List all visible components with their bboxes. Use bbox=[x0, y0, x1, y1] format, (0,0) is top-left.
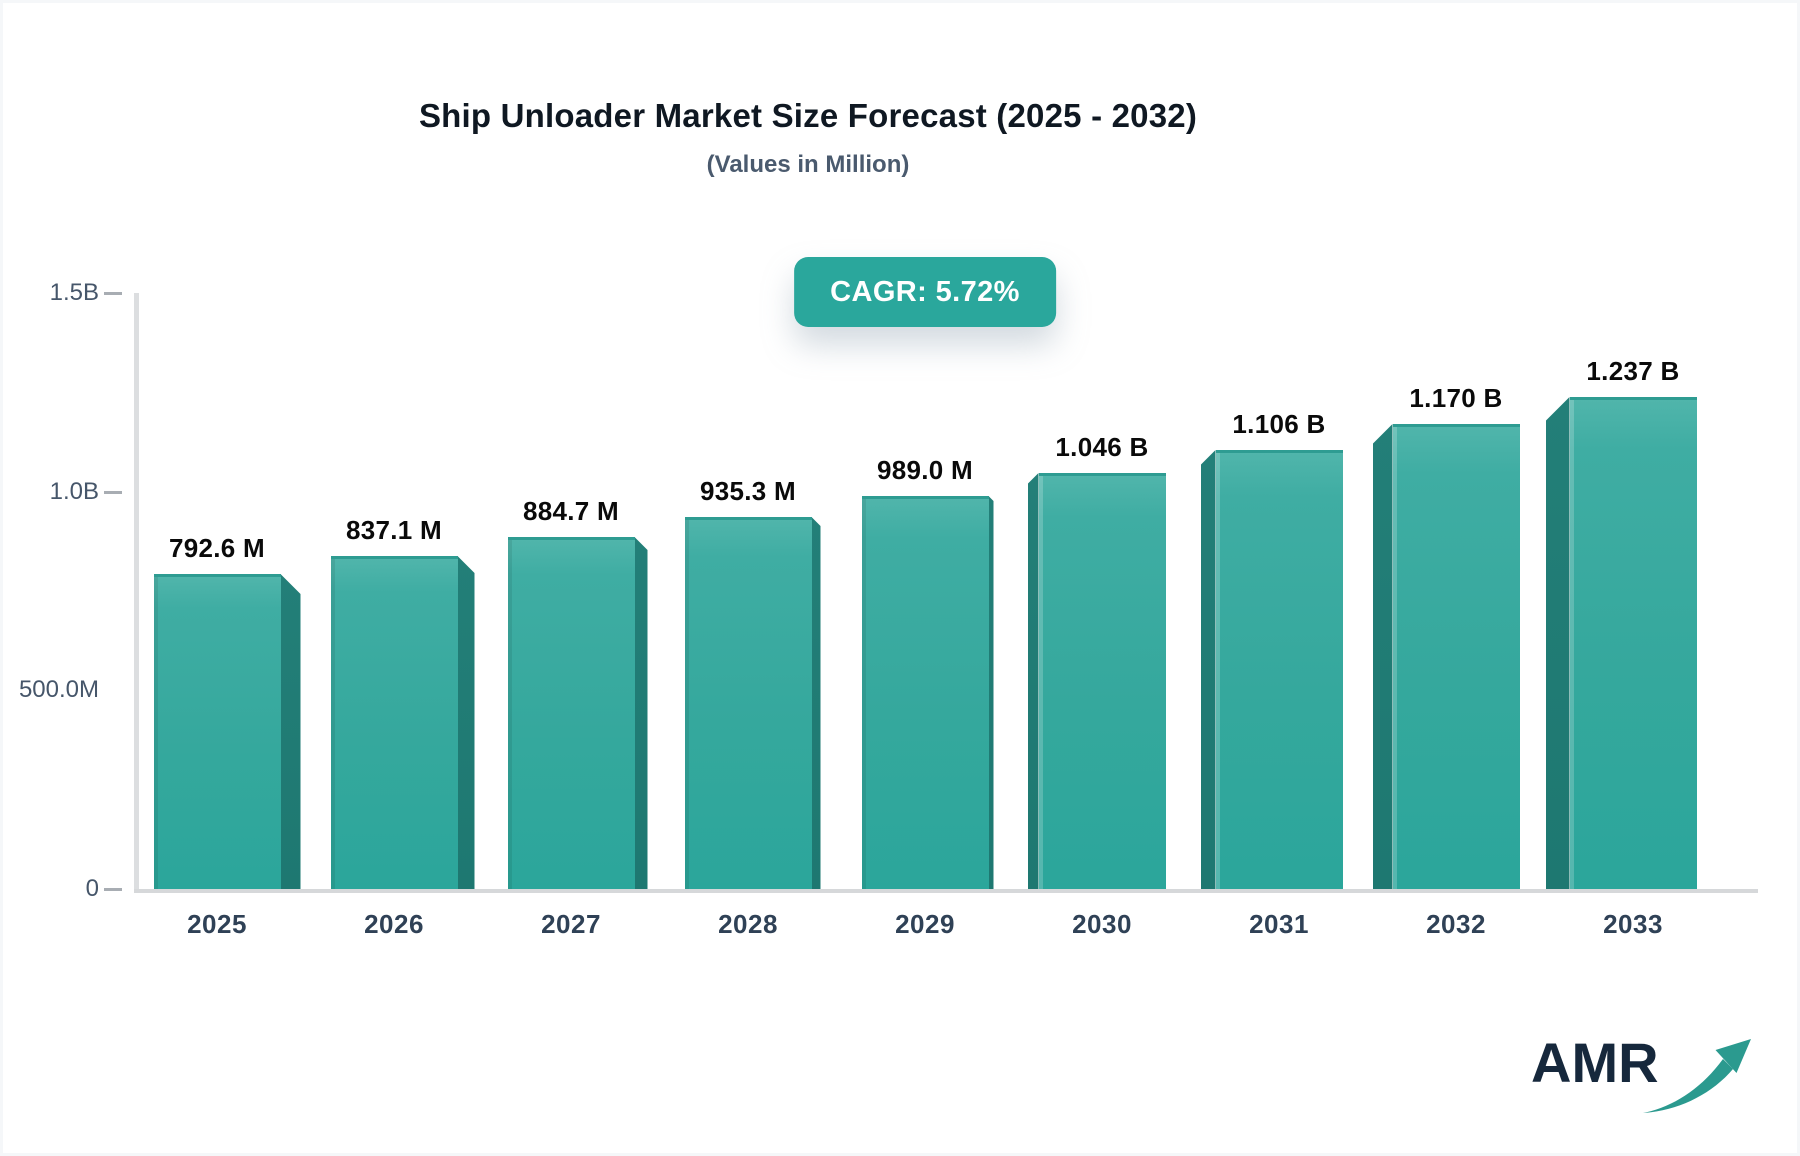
y-axis-tick-mark bbox=[104, 292, 122, 295]
bar-value-label: 1.106 B bbox=[1232, 409, 1326, 439]
bar-value-label: 1.237 B bbox=[1586, 356, 1680, 386]
x-axis-category-label: 2028 bbox=[718, 909, 778, 939]
x-axis-category-label: 2029 bbox=[895, 909, 955, 939]
cagr-badge-label: CAGR: 5.72% bbox=[830, 275, 1020, 308]
x-axis-baseline bbox=[134, 889, 1758, 893]
x-axis-category-label: 2026 bbox=[364, 909, 424, 939]
bar-3d-side bbox=[988, 496, 994, 889]
chart-subtitle: (Values in Million) bbox=[706, 151, 910, 178]
bar-value-label: 989.0 M bbox=[876, 455, 974, 485]
bar-3d-side bbox=[1372, 424, 1393, 889]
bar-2031 bbox=[1215, 450, 1343, 889]
amr-logo-text: AMR bbox=[1531, 1031, 1659, 1094]
bar-value-label: 837.1 M bbox=[345, 515, 443, 545]
bar-3d-side bbox=[280, 574, 301, 889]
bar-2033 bbox=[1569, 397, 1697, 889]
cagr-badge: CAGR: 5.72% bbox=[794, 257, 1056, 327]
bar-3d-side bbox=[1027, 473, 1039, 889]
x-axis-category-label: 2030 bbox=[1072, 909, 1132, 939]
bar-value-label: 884.7 M bbox=[522, 496, 620, 526]
bar-3d-side bbox=[811, 517, 821, 889]
bar-3d-side bbox=[1545, 397, 1570, 889]
y-axis-tick-label: 1.5B bbox=[49, 279, 99, 306]
bar-value-label: 1.046 B bbox=[1055, 432, 1149, 462]
bar-2030 bbox=[1038, 473, 1166, 889]
x-axis-category-label: 2027 bbox=[541, 909, 601, 939]
chart-title: Ship Unloader Market Size Forecast (2025… bbox=[418, 97, 1198, 134]
bar-3d-side bbox=[457, 556, 475, 889]
bar-3d-side bbox=[1200, 450, 1216, 889]
bar-value-label: 935.3 M bbox=[699, 476, 797, 506]
growth-arrow-icon bbox=[1642, 1039, 1751, 1113]
bar-2025 bbox=[153, 574, 281, 889]
bar-2029 bbox=[861, 496, 989, 889]
bar-2026 bbox=[330, 556, 458, 889]
y-axis-tick-label: 1.0B bbox=[49, 477, 99, 505]
bar-2028 bbox=[684, 517, 812, 889]
bar-value-label: 792.6 M bbox=[168, 533, 266, 563]
bar-2027 bbox=[507, 537, 635, 889]
x-axis-category-label: 2033 bbox=[1603, 909, 1663, 939]
y-axis-tick-mark bbox=[104, 490, 122, 494]
y-axis-tick-label: 500.0M bbox=[18, 676, 99, 704]
x-axis-category-label: 2031 bbox=[1249, 909, 1309, 939]
y-axis-tick-label: 0 bbox=[85, 875, 99, 902]
bar-2032 bbox=[1392, 424, 1520, 889]
x-axis-category-label: 2025 bbox=[187, 909, 247, 939]
amr-logo: AMR bbox=[1531, 1033, 1755, 1117]
y-axis-line bbox=[134, 293, 139, 893]
x-axis-category-label: 2032 bbox=[1426, 909, 1486, 939]
y-axis-tick-mark bbox=[104, 888, 122, 891]
bar-3d-side bbox=[634, 537, 648, 889]
bar-value-label: 1.170 B bbox=[1409, 383, 1503, 413]
